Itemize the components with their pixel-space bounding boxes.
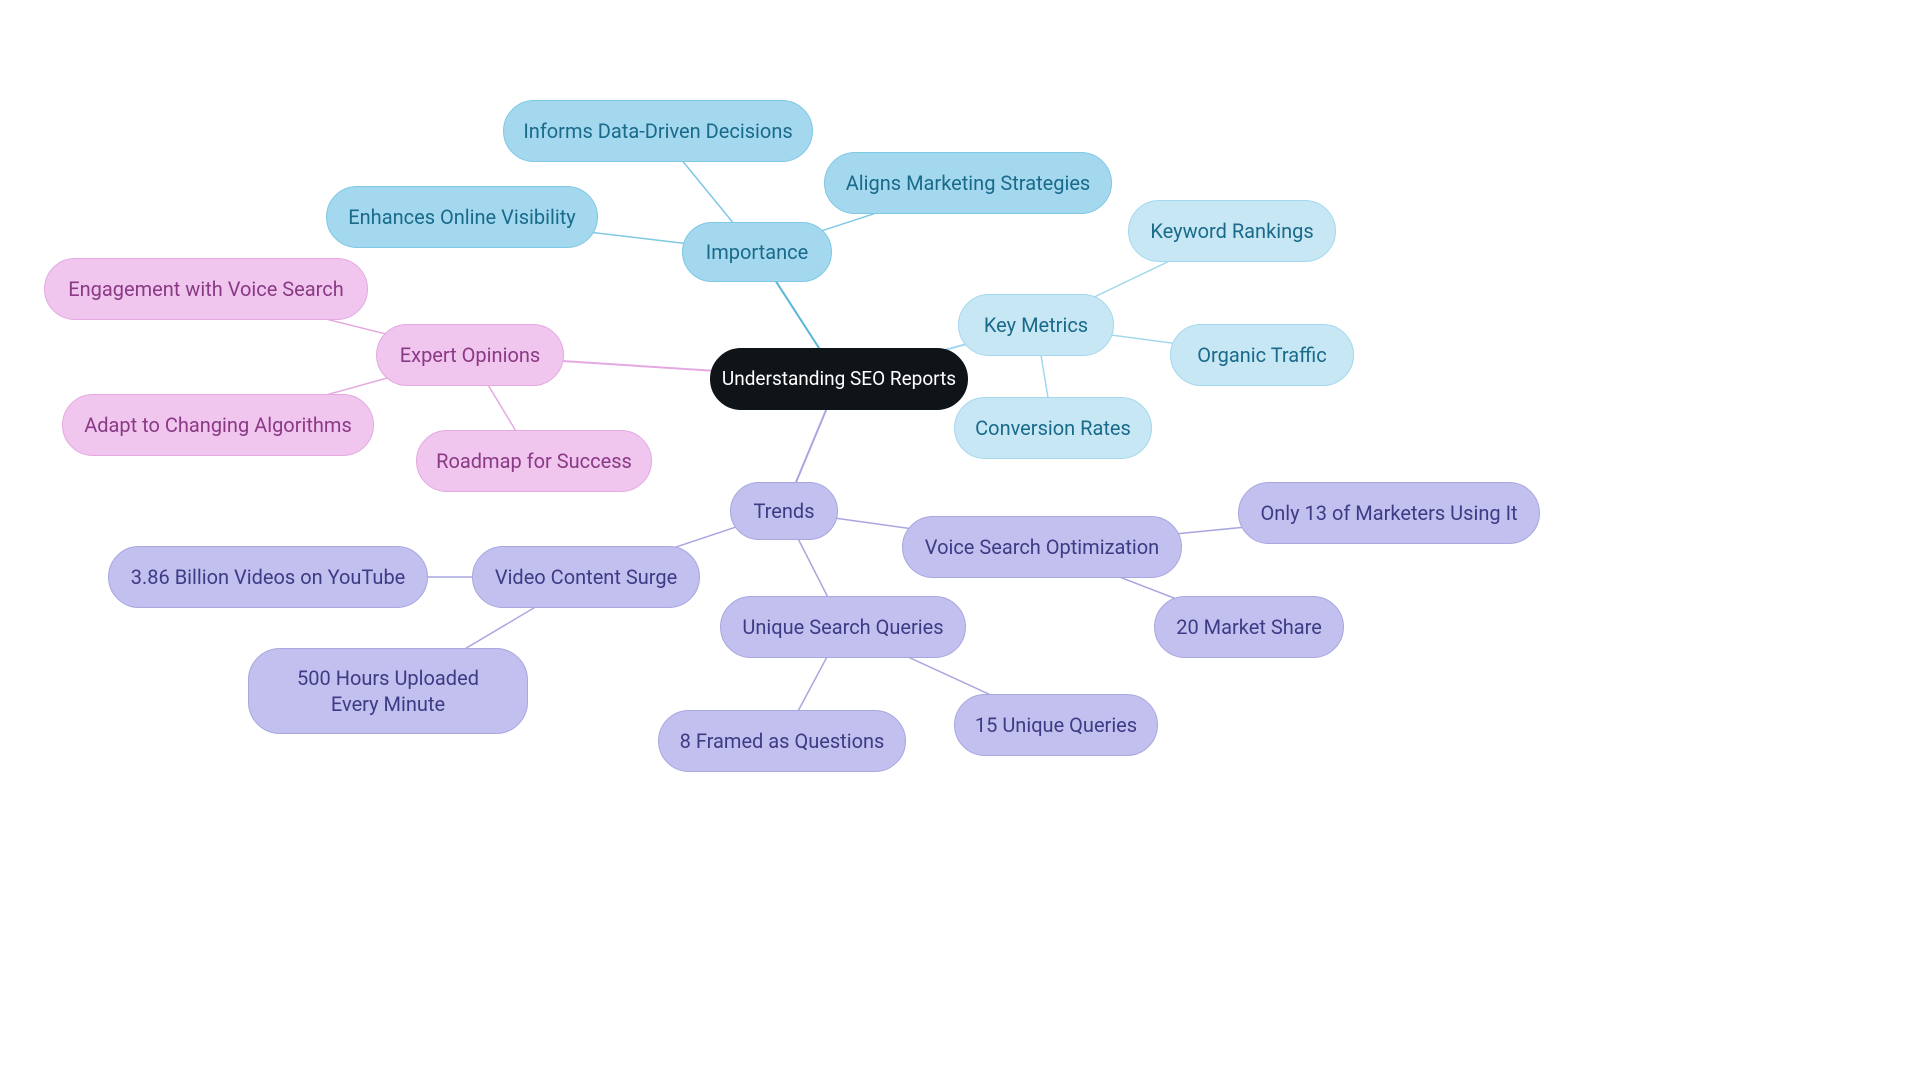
- node-tr_voice_13: Only 13 of Marketers Using It: [1238, 482, 1540, 544]
- node-tr_unique: Unique Search Queries: [720, 596, 966, 658]
- node-tr_voice: Voice Search Optimization: [902, 516, 1182, 578]
- node-tr_video: Video Content Surge: [472, 546, 700, 608]
- node-imp_aligns: Aligns Marketing Strategies: [824, 152, 1112, 214]
- node-imp_enhances: Enhances Online Visibility: [326, 186, 598, 248]
- mindmap-canvas: Understanding SEO Reports Importance Infor…: [0, 0, 1920, 1083]
- node-km_organic: Organic Traffic: [1170, 324, 1354, 386]
- node-expert: Expert Opinions: [376, 324, 564, 386]
- node-tr_unique_15: 15 Unique Queries: [954, 694, 1158, 756]
- node-tr_voice_20: 20 Market Share: [1154, 596, 1344, 658]
- node-importance: Importance: [682, 222, 832, 282]
- node-trends: Trends: [730, 482, 838, 540]
- node-imp_informs: Informs Data-Driven Decisions: [503, 100, 813, 162]
- node-ex_engage: Engagement with Voice Search: [44, 258, 368, 320]
- node-tr_video_386: 3.86 Billion Videos on YouTube: [108, 546, 428, 608]
- node-tr_unique_8: 8 Framed as Questions: [658, 710, 906, 772]
- node-km_conversion: Conversion Rates: [954, 397, 1152, 459]
- node-km_keyword: Keyword Rankings: [1128, 200, 1336, 262]
- node-ex_roadmap: Roadmap for Success: [416, 430, 652, 492]
- node-keymetrics: Key Metrics: [958, 294, 1114, 356]
- node-tr_video_500: 500 Hours Uploaded Every Minute: [248, 648, 528, 734]
- node-ex_adapt: Adapt to Changing Algorithms: [62, 394, 374, 456]
- node-root: Understanding SEO Reports: [710, 348, 968, 410]
